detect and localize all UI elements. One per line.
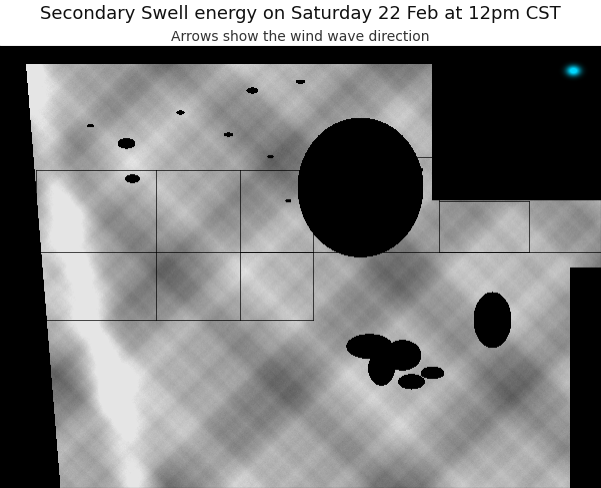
Text: Secondary Swell energy on Saturday 22 Feb at 12pm CST: Secondary Swell energy on Saturday 22 Fe… — [40, 5, 561, 23]
Text: Arrows show the wind wave direction: Arrows show the wind wave direction — [171, 30, 430, 44]
